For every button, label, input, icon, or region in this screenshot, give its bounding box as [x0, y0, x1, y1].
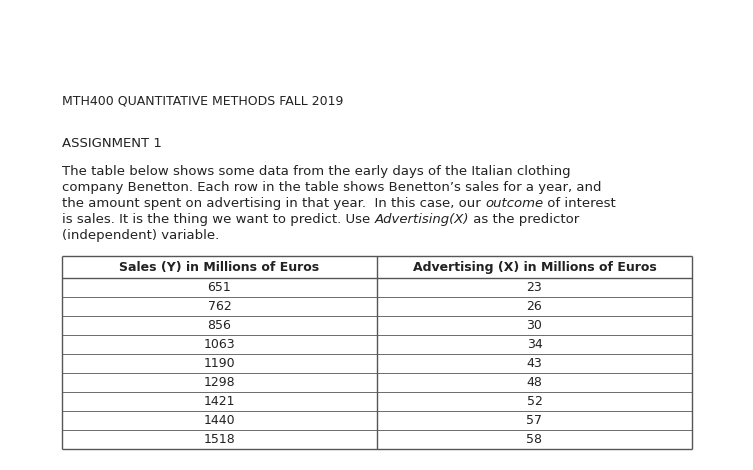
Text: ASSIGNMENT 1: ASSIGNMENT 1 [62, 137, 162, 150]
Text: company Benetton. Each row in the table shows Benetton’s sales for a year, and: company Benetton. Each row in the table … [62, 181, 602, 194]
Text: as the predictor: as the predictor [469, 213, 579, 226]
Text: 1063: 1063 [204, 338, 235, 351]
Text: 58: 58 [526, 433, 542, 446]
Text: 1421: 1421 [204, 395, 235, 408]
Text: the amount spent on advertising in that year.  In this case, our: the amount spent on advertising in that … [62, 197, 485, 210]
Text: 762: 762 [208, 300, 231, 313]
Text: Advertising (X) in Millions of Euros: Advertising (X) in Millions of Euros [413, 260, 657, 274]
Text: Advertising(X): Advertising(X) [374, 213, 469, 226]
Text: (independent) variable.: (independent) variable. [62, 229, 219, 242]
Text: 1440: 1440 [204, 414, 235, 427]
Text: MTH400 QUANTITATIVE METHODS FALL 2019: MTH400 QUANTITATIVE METHODS FALL 2019 [62, 95, 343, 108]
Text: The table below shows some data from the early days of the Italian clothing: The table below shows some data from the… [62, 165, 571, 178]
Text: Sales (Y) in Millions of Euros: Sales (Y) in Millions of Euros [120, 260, 319, 274]
Text: 26: 26 [526, 300, 542, 313]
Text: of interest: of interest [543, 197, 616, 210]
Text: 651: 651 [208, 281, 231, 294]
Text: 48: 48 [526, 376, 542, 389]
Text: is sales. It is the thing we want to predict. Use: is sales. It is the thing we want to pre… [62, 213, 374, 226]
Text: outcome: outcome [485, 197, 543, 210]
Text: 34: 34 [526, 338, 542, 351]
Text: 856: 856 [208, 319, 231, 332]
Text: 1190: 1190 [204, 357, 235, 370]
Text: 1518: 1518 [203, 433, 236, 446]
Text: 43: 43 [526, 357, 542, 370]
Text: 52: 52 [526, 395, 542, 408]
Text: 30: 30 [526, 319, 542, 332]
Text: 23: 23 [526, 281, 542, 294]
Text: 57: 57 [526, 414, 542, 427]
Text: 1298: 1298 [204, 376, 235, 389]
